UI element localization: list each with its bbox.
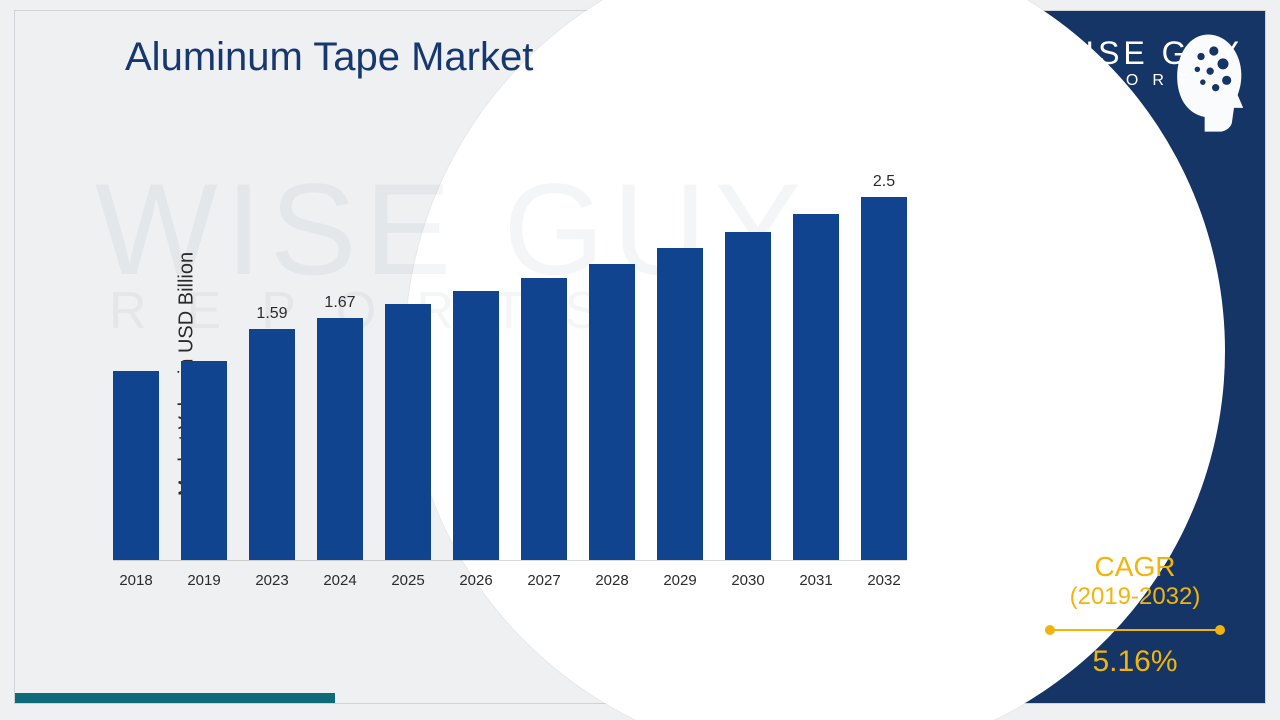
cagr-label: CAGR (1005, 551, 1265, 583)
x-axis-ticks: 2018 2019 2023 2024 2025 2026 2027 2028 2029 2030… (113, 565, 907, 589)
x-tick-label: 2031 (799, 572, 832, 589)
cagr-box: CAGR (2019-2032) 5.16% (1005, 551, 1265, 679)
bar (181, 361, 227, 560)
plot-area: 1.59 1.67 2.5 (113, 169, 907, 561)
chart-title: Aluminum Tape Market (125, 35, 533, 80)
x-tick-label: 2023 (255, 572, 288, 589)
x-tick-label: 2025 (391, 572, 424, 589)
x-tick-label: 2028 (595, 572, 628, 589)
bar (453, 291, 499, 560)
x-tick-label: 2027 (527, 572, 560, 589)
bar-value-label: 2.5 (873, 173, 895, 191)
cagr-years: (2019-2032) (1005, 583, 1265, 611)
bar: 1.67 (317, 318, 363, 560)
cagr-value: 5.16% (1005, 645, 1265, 679)
bar-chart: Market Value in USD Billion 1.591.672.5 … (113, 159, 909, 589)
x-tick-label: 2026 (459, 572, 492, 589)
x-tick-label: 2019 (187, 572, 220, 589)
brand-head-icon (1155, 29, 1247, 139)
x-tick-label: 2029 (663, 572, 696, 589)
bar (793, 214, 839, 560)
x-tick-label: 2024 (323, 572, 356, 589)
bar (385, 304, 431, 560)
bar: 2.5 (861, 197, 907, 560)
bar-value-label: 1.59 (256, 305, 287, 323)
report-card: WISE GUY REPORTS Aluminum Tape Market WI… (14, 10, 1266, 704)
footer-accent-bar (15, 693, 335, 703)
x-tick-label: 2030 (731, 572, 764, 589)
x-tick-label: 2018 (119, 572, 152, 589)
bar (589, 264, 635, 560)
bar (113, 371, 159, 560)
bar-value-label: 1.67 (324, 294, 355, 312)
bar (725, 232, 771, 560)
x-tick-label: 2032 (867, 572, 900, 589)
bar (657, 248, 703, 560)
bar: 1.59 (249, 329, 295, 560)
bar (521, 278, 567, 560)
cagr-divider (1050, 629, 1220, 631)
